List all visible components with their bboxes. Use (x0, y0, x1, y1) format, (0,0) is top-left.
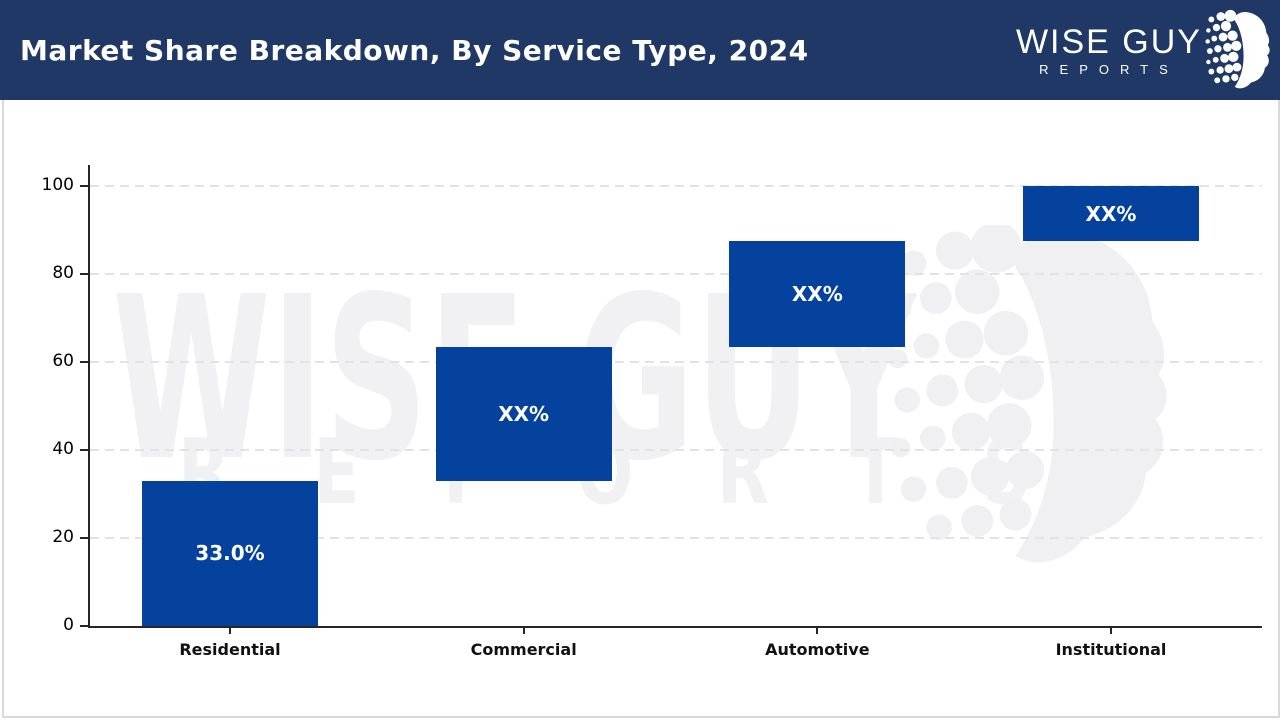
bar-value-label: 33.0% (195, 541, 265, 566)
y-tick-mark (80, 273, 88, 275)
gridline (90, 361, 1262, 363)
header: Market Share Breakdown, By Service Type,… (0, 0, 1280, 100)
x-tick-mark (1110, 628, 1112, 634)
page-title: Market Share Breakdown, By Service Type,… (20, 33, 809, 67)
y-tick-mark (80, 449, 88, 451)
x-tick-mark (229, 628, 231, 634)
bar-institutional: XX% (1023, 186, 1199, 241)
y-tick-label: 0 (63, 615, 74, 635)
y-tick-label: 20 (52, 527, 74, 547)
gridline (90, 449, 1262, 451)
bar-residential: 33.0% (142, 480, 318, 626)
y-tick-mark (80, 625, 88, 627)
y-tick-label: 40 (52, 439, 74, 459)
logo-text: WISE GUY REPORTS (1015, 22, 1202, 78)
y-tick-mark (80, 361, 88, 363)
y-tick-mark (80, 185, 88, 187)
x-tick-mark (816, 628, 819, 634)
gridline (90, 537, 1262, 539)
bar-value-label: XX% (1085, 201, 1137, 226)
gridline (90, 273, 1262, 275)
bar-automotive: XX% (729, 241, 906, 348)
logo-wordmark: WISE GUY (1015, 22, 1202, 61)
y-tick-mark (80, 537, 88, 539)
category-label: Institutional (1055, 640, 1167, 659)
y-axis-line (88, 165, 90, 628)
category-label: Residential (179, 640, 281, 659)
category-label: Automotive (765, 640, 870, 659)
y-tick-label: 60 (52, 351, 74, 371)
y-tick-label: 100 (41, 175, 74, 195)
wiseguy-logo: WISE GUY REPORTS (1016, 6, 1270, 96)
logo-subtitle: REPORTS (1039, 62, 1179, 78)
gridline (90, 185, 1262, 187)
x-axis-line (88, 626, 1262, 628)
logo-head-icon (1205, 9, 1270, 89)
bar-commercial: XX% (435, 347, 612, 481)
x-tick-mark (522, 628, 525, 634)
category-label: Commercial (470, 640, 577, 659)
bar-value-label: XX% (791, 282, 843, 307)
y-tick-label: 80 (52, 263, 74, 283)
bar-value-label: XX% (498, 402, 550, 427)
watermark-head-icon (888, 225, 1167, 563)
